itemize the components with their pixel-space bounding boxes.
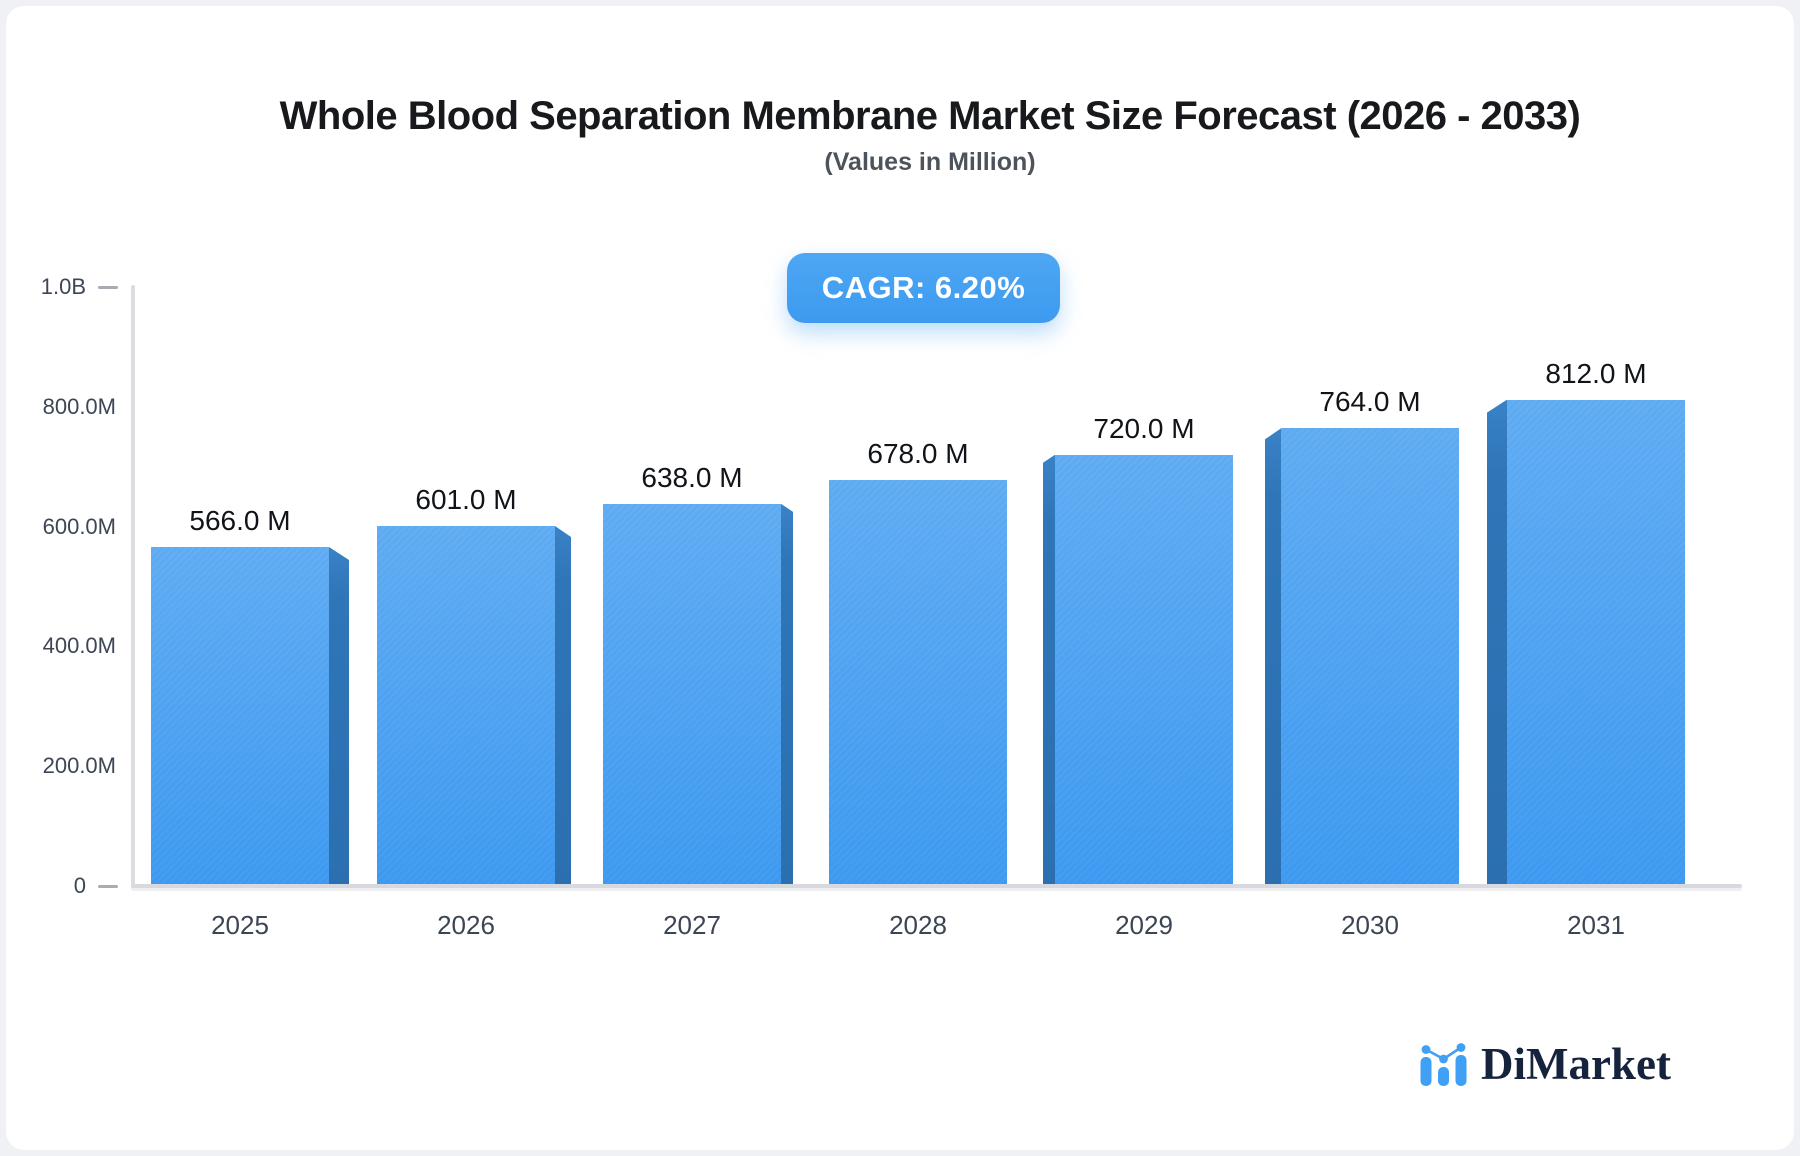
- brand-logo-text: DiMarket: [1481, 1039, 1671, 1089]
- bar-value-label: 720.0 M: [1093, 412, 1195, 444]
- bar-3d-side: [329, 546, 349, 886]
- bar-chart-plot: 1.0B 800.0M 600.0M 400.0M 200.0M 0 566.0 M 2025…: [6, 6, 1794, 1150]
- y-axis-line: [131, 285, 135, 888]
- y-axis-tick-label: 800.0M: [42, 393, 116, 419]
- bar-2026[interactable]: [377, 526, 555, 886]
- bar-3d-side: [781, 503, 793, 886]
- y-axis-tick-label: 1.0B: [40, 274, 86, 299]
- bar-3d-side: [555, 526, 571, 886]
- bar-value-label: 601.0 M: [415, 484, 517, 515]
- bar-2031[interactable]: [1507, 399, 1685, 886]
- bar-3d-side: [1487, 399, 1507, 886]
- dimarket-logo-icon: [1420, 1043, 1467, 1086]
- bar-value-label: 812.0 M: [1545, 357, 1647, 389]
- bar-2027[interactable]: [603, 503, 781, 886]
- x-axis-tick-label: 2028: [889, 910, 947, 940]
- bar-value-label: 678.0 M: [867, 437, 969, 469]
- cagr-badge: CAGR: 6.20%: [787, 253, 1060, 323]
- bar-3d-side: [1043, 454, 1055, 886]
- x-axis-tick-label: 2031: [1567, 910, 1625, 940]
- x-axis-tick-label: 2026: [437, 910, 495, 940]
- x-axis-line: [131, 884, 1742, 888]
- bar-2030[interactable]: [1281, 428, 1459, 886]
- bar-3d-side: [1265, 428, 1281, 886]
- bar-value-label: 638.0 M: [641, 461, 743, 493]
- bar-2025[interactable]: [151, 546, 329, 886]
- chart-title: Whole Blood Separation Membrane Market S…: [279, 94, 1581, 138]
- x-axis-tick-label: 2029: [1115, 910, 1173, 940]
- cagr-badge-label: CAGR: 6.20%: [821, 270, 1026, 305]
- y-axis-tick-label: 200.0M: [42, 753, 116, 779]
- x-axis-tick-label: 2030: [1341, 910, 1399, 940]
- chart-subtitle: (Values in Million): [824, 148, 1036, 176]
- x-axis-tick-label: 2027: [663, 910, 721, 940]
- y-axis-tick-label: 0: [73, 873, 86, 898]
- chart-layer: Whole Blood Separation Membrane Market S…: [6, 6, 1794, 1150]
- y-axis-tick-label: 400.0M: [42, 633, 116, 659]
- y-axis-tick-label: 600.0M: [42, 513, 116, 539]
- y-axis-tick-mark: [98, 285, 118, 289]
- y-axis-tick-mark: [98, 884, 118, 888]
- chart-card: Whole Blood Separation Membrane Market S…: [6, 6, 1794, 1150]
- brand-logo: DiMarket: [1420, 1038, 1671, 1090]
- bar-2028[interactable]: [829, 479, 1007, 886]
- bar-2029[interactable]: [1055, 454, 1233, 886]
- bar-value-label: 764.0 M: [1319, 386, 1421, 418]
- x-axis-tick-label: 2025: [211, 910, 269, 940]
- bar-value-label: 566.0 M: [189, 504, 291, 536]
